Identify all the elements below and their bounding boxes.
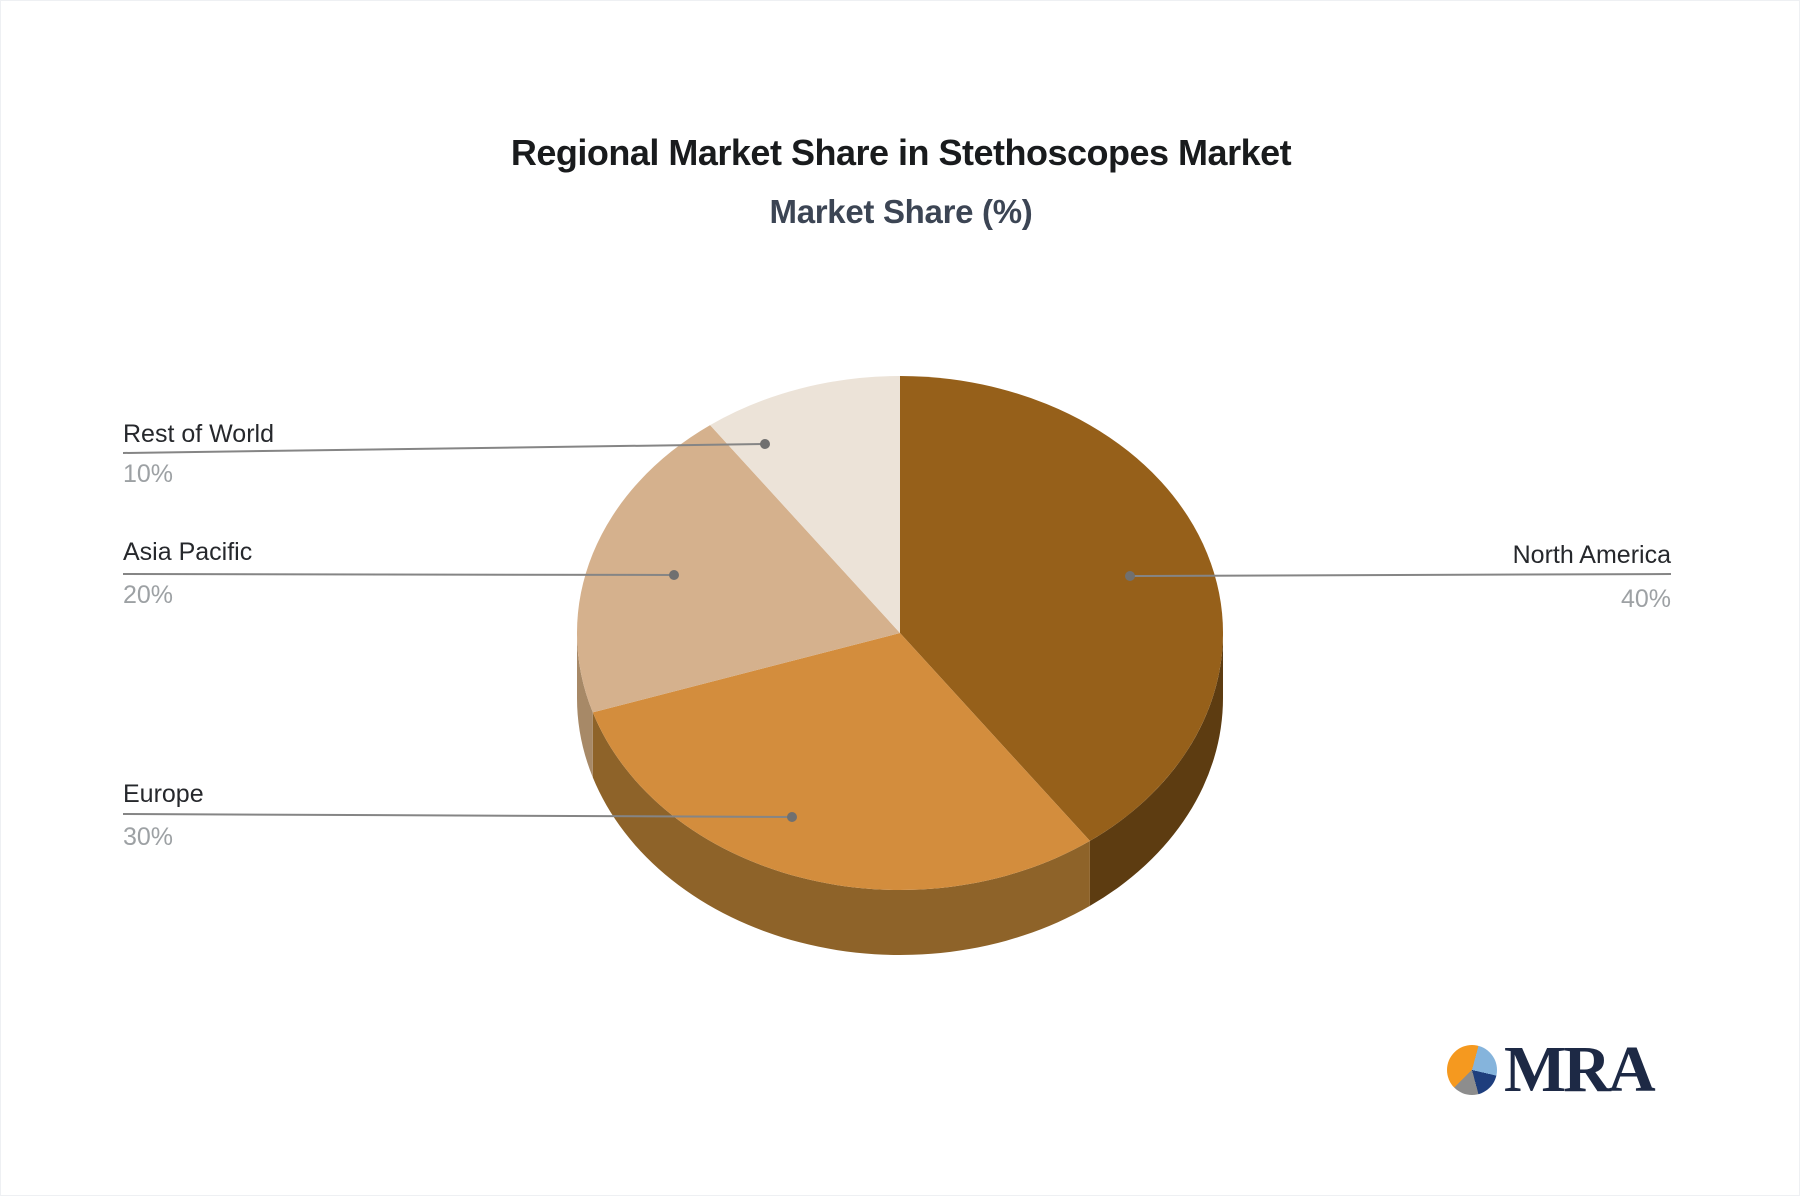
leader-line-asia-pacific [122,573,675,576]
slice-label-europe: Europe [123,780,204,808]
slice-label-north-america: North America [1513,541,1671,569]
brand-logo: MRA [1447,1033,1656,1106]
leader-dot-north-america [1125,571,1135,581]
pie-slice-rest-of-world [710,376,900,633]
slice-label-asia-pacific: Asia Pacific [123,538,252,566]
pie-slice-side-north-america [1089,633,1223,906]
leader-line-europe [122,813,793,818]
leader-line-rest-of-world [122,443,766,454]
slice-pct-rest-of-world: 10% [123,460,173,488]
leader-dot-europe [787,812,797,822]
logo-pie-icon [1447,1045,1497,1095]
pie-slice-side-asia-pacific [576,633,593,778]
leader-dot-rest-of-world [760,439,770,449]
pie-slice-side-europe [592,712,1090,956]
slice-label-rest-of-world: Rest of World [123,420,274,448]
pie-slice-north-america [900,375,1224,841]
leader-line-north-america [1129,573,1672,577]
slice-pct-asia-pacific: 20% [123,581,173,609]
slice-pct-europe: 30% [123,823,173,851]
leader-dot-asia-pacific [669,570,679,580]
pie-slice-asia-pacific [576,425,900,713]
chart-subtitle: Market Share (%) [769,193,1033,230]
pie-slice-europe [592,633,1090,891]
slice-pct-north-america: 40% [1621,585,1671,613]
chart-title: Regional Market Share in Stethoscopes Ma… [510,132,1292,173]
logo-text: MRA [1504,1033,1656,1106]
